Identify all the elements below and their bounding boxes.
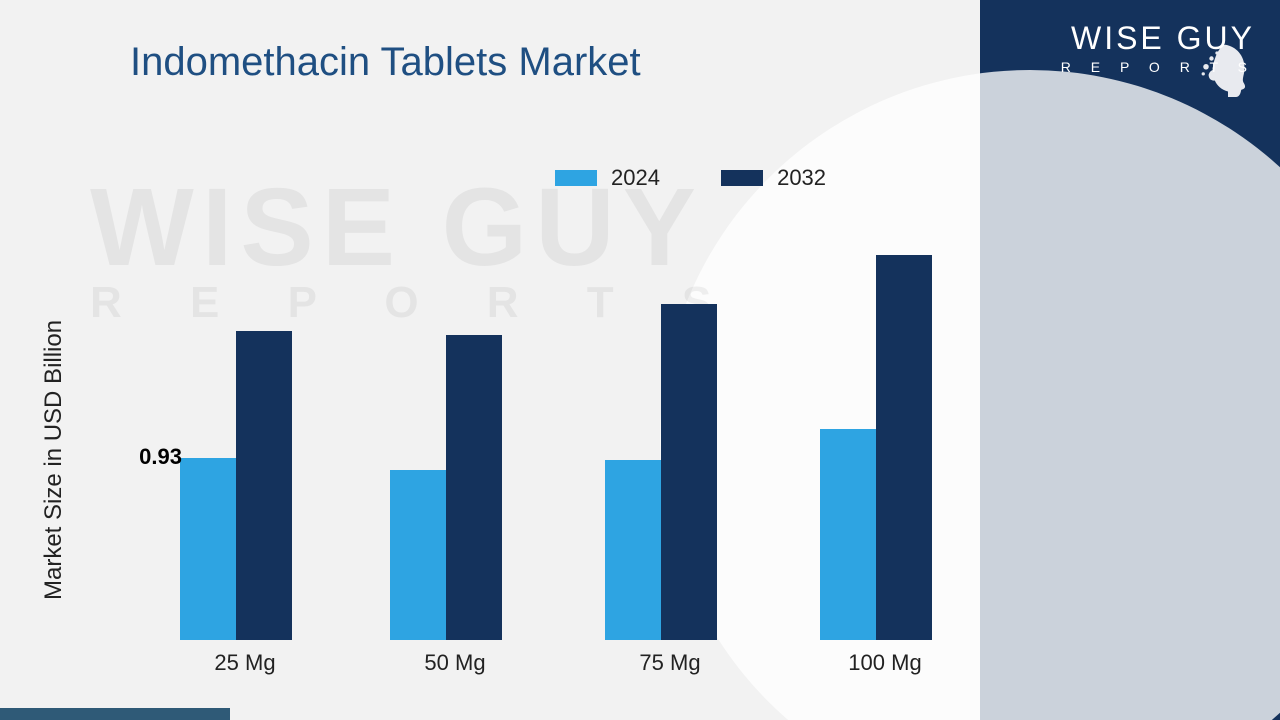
- bottom-accent-bar: [0, 708, 230, 720]
- brand-logo: WISE GUY R E P O R T S: [1061, 20, 1255, 75]
- legend-label-2024: 2024: [611, 165, 660, 191]
- legend: 2024 2032: [555, 165, 881, 192]
- legend-item-2032: 2032: [721, 165, 826, 191]
- bar-2032: [661, 304, 717, 640]
- bar-2024: [180, 458, 236, 640]
- x-category-label: 100 Mg: [755, 640, 1015, 676]
- legend-label-2032: 2032: [777, 165, 826, 191]
- legend-swatch-2032: [721, 170, 763, 186]
- bar-2032: [446, 335, 502, 640]
- bar-value-label: 0.93: [102, 444, 182, 470]
- bar-2024: [820, 429, 876, 640]
- bar-2032: [236, 331, 292, 640]
- bar-2032: [876, 255, 932, 640]
- bar-2024: [390, 470, 446, 640]
- bar-2024: [605, 460, 661, 640]
- legend-swatch-2024: [555, 170, 597, 186]
- plot-area: 25 Mg50 Mg75 Mg100 Mg0.93: [160, 210, 960, 640]
- y-axis-label: Market Size in USD Billion: [40, 320, 68, 600]
- legend-item-2024: 2024: [555, 165, 660, 191]
- head-icon: [1195, 42, 1250, 97]
- page-root: WISE GUY R E P O R T S Indomethacin Tabl…: [0, 0, 1280, 720]
- chart-title: Indomethacin Tablets Market: [130, 40, 641, 85]
